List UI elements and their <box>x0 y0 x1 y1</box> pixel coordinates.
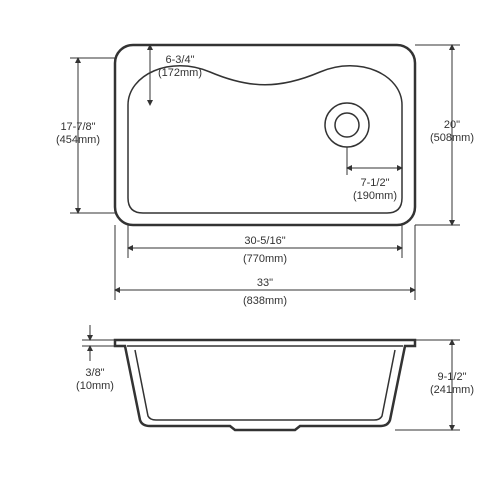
drain-outer <box>325 103 369 147</box>
dim-top-wave-depth: 6-3/4" (172mm) <box>150 45 202 105</box>
dim-label-imperial: 3/8" <box>85 367 104 379</box>
dim-label-imperial: 17-7/8" <box>60 121 95 133</box>
dim-top-height-outer: 20" (508mm) <box>415 45 474 225</box>
dim-label-metric: (241mm) <box>430 384 474 396</box>
sink-section-inner <box>127 346 403 420</box>
dim-label-metric: (190mm) <box>353 190 397 202</box>
sink-section <box>115 340 415 430</box>
topview: 6-3/4" (172mm) 17-7/8" (454mm) 20" (508m… <box>56 45 474 307</box>
sideview: 3/8" (10mm) 9-1/2" (241mm) <box>76 325 474 430</box>
dim-label-imperial: 30-5/16" <box>244 235 285 247</box>
drain-inner <box>335 113 359 137</box>
dim-top-height-inner: 17-7/8" (454mm) <box>56 58 115 213</box>
dim-label-imperial: 9-1/2" <box>438 371 467 383</box>
dim-side-lip: 3/8" (10mm) <box>76 325 115 392</box>
dim-label-metric: (838mm) <box>243 295 287 307</box>
dim-label-imperial: 33" <box>257 277 273 289</box>
dim-label-imperial: 6-3/4" <box>166 54 195 66</box>
dim-side-depth: 9-1/2" (241mm) <box>395 340 474 430</box>
dim-label-imperial: 7-1/2" <box>361 177 390 189</box>
dim-label-metric: (770mm) <box>243 253 287 265</box>
sink-diagram: 6-3/4" (172mm) 17-7/8" (454mm) 20" (508m… <box>0 0 500 500</box>
dim-label-imperial: 20" <box>444 119 460 131</box>
dim-label-metric: (172mm) <box>158 67 202 79</box>
dim-drain-offset: 7-1/2" (190mm) <box>347 147 402 202</box>
dim-top-width-inner: 30-5/16" (770mm) <box>128 225 402 265</box>
dim-label-metric: (10mm) <box>76 380 114 392</box>
dim-label-metric: (508mm) <box>430 132 474 144</box>
dim-label-metric: (454mm) <box>56 134 100 146</box>
